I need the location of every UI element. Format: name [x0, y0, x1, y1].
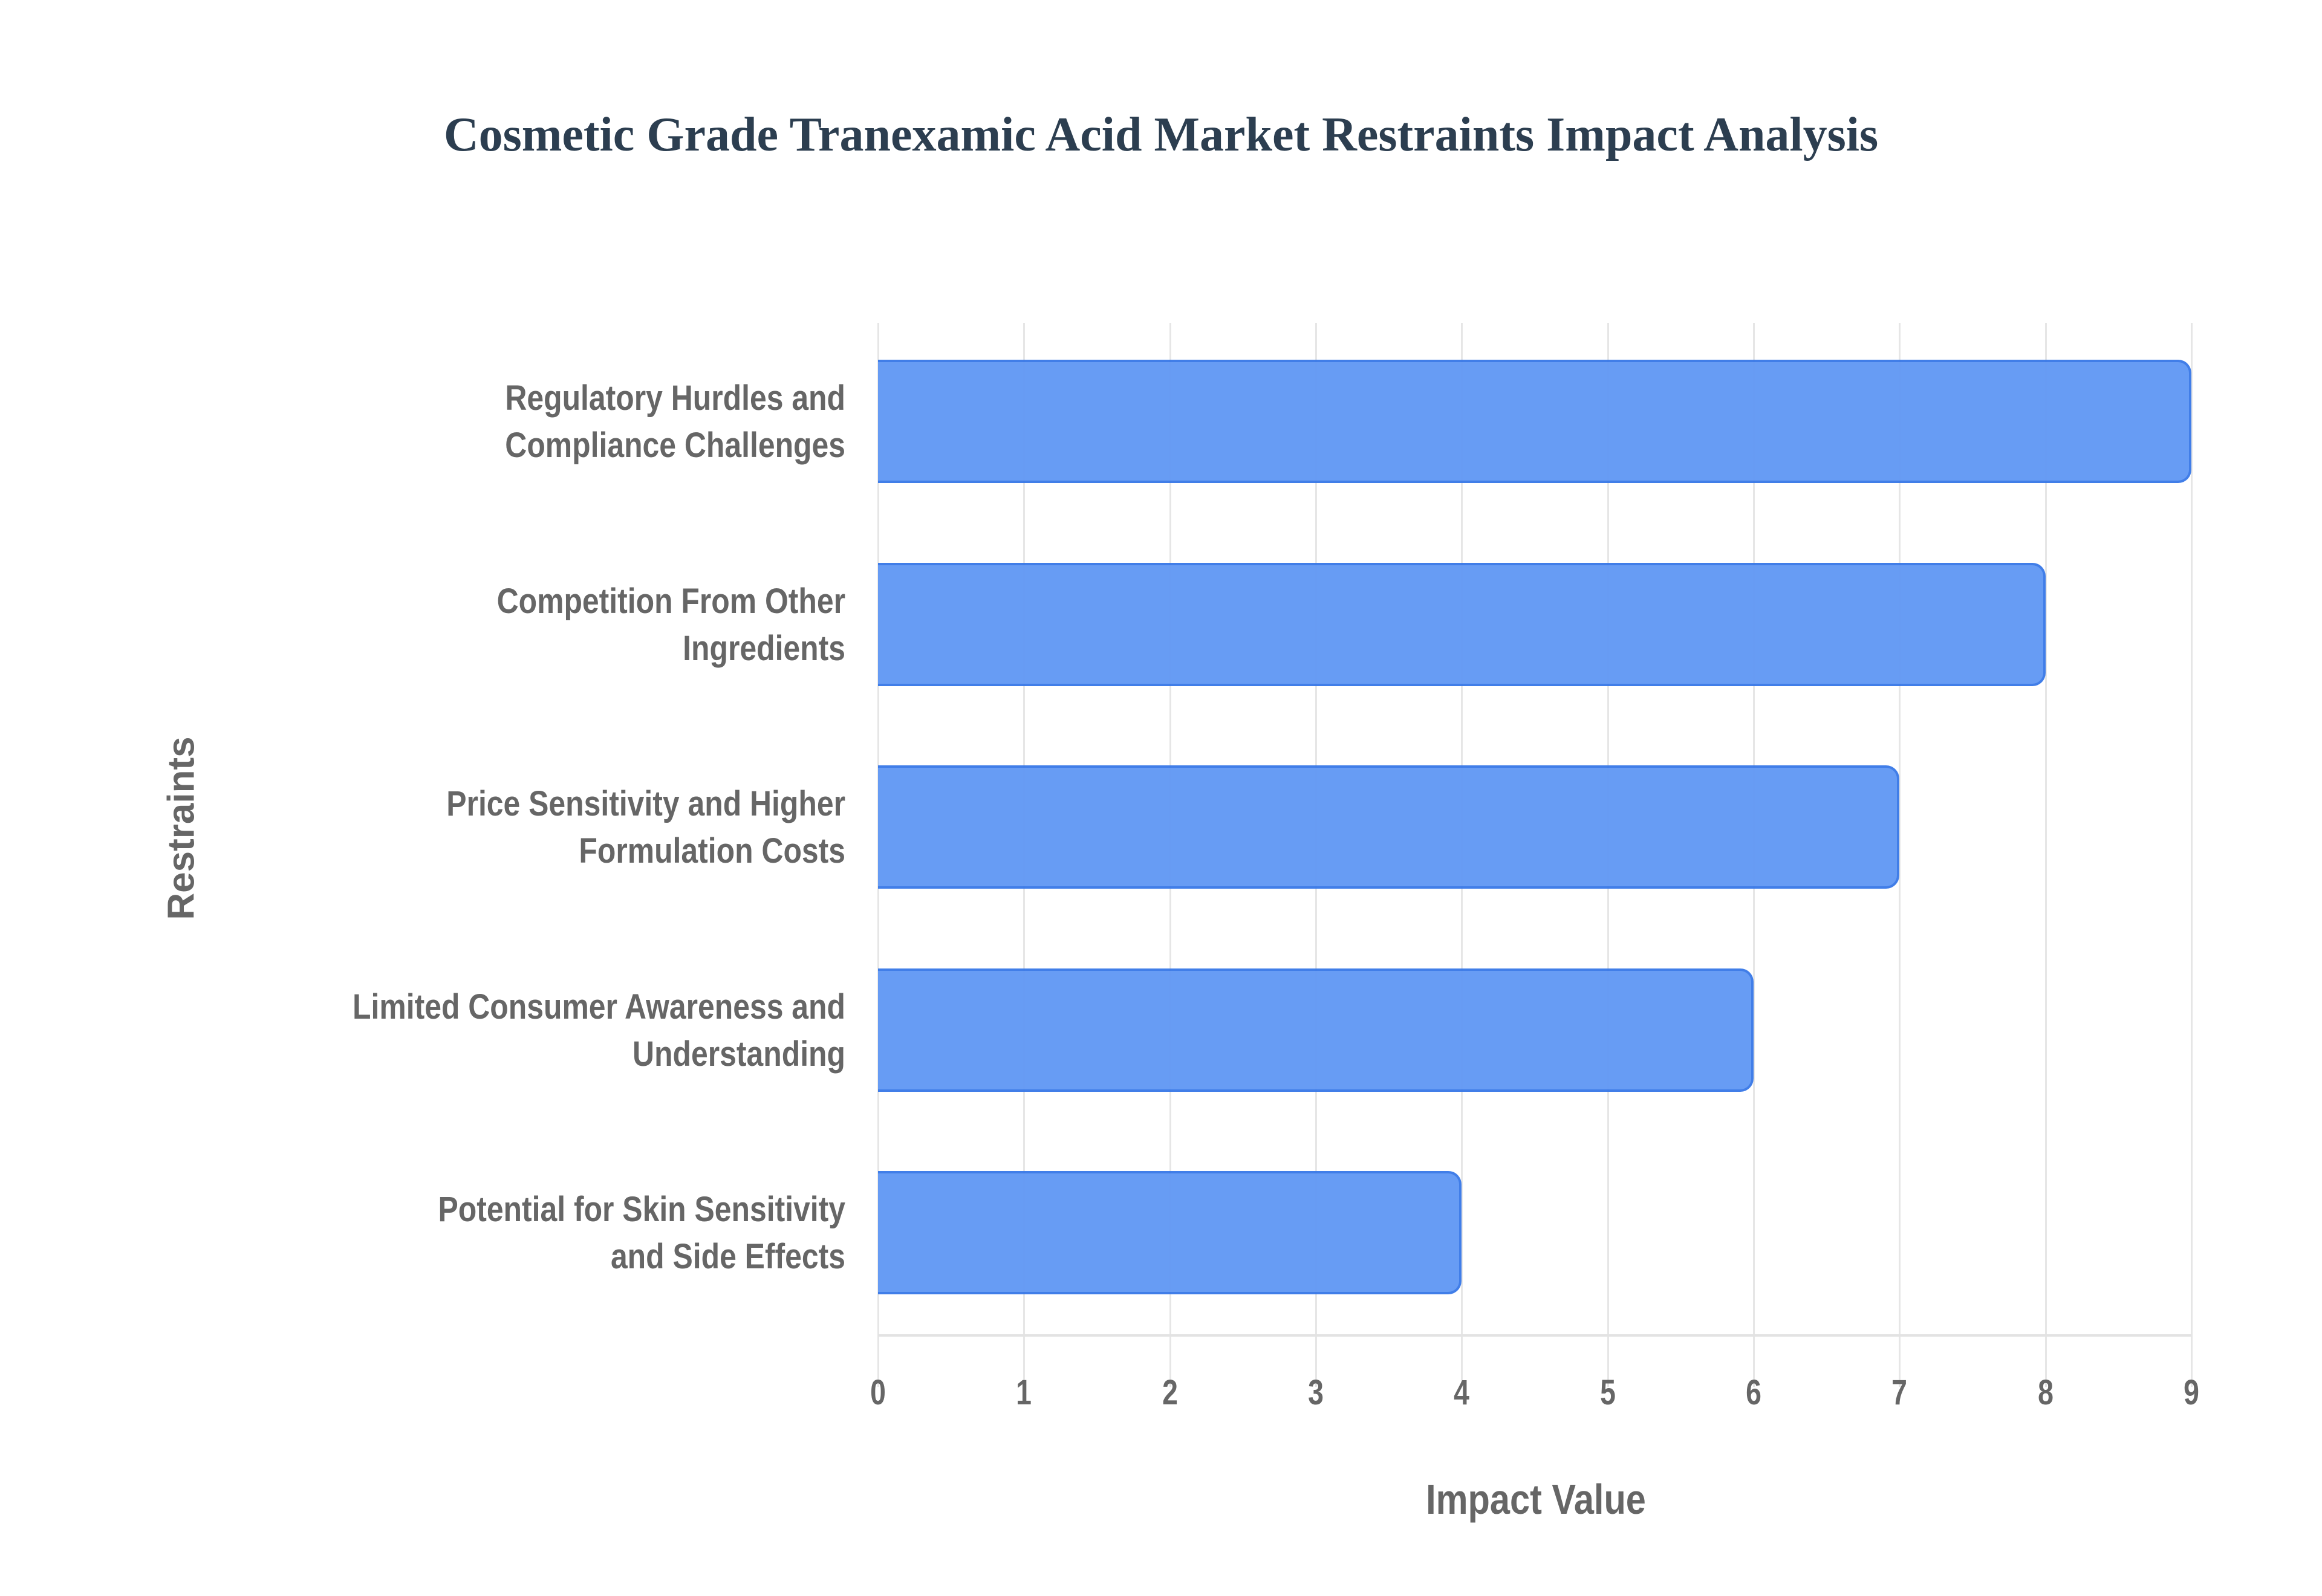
y-tick-label-line: Competition From Other: [496, 582, 845, 621]
y-tick-label-line: Potential for Skin Sensitivity: [438, 1190, 845, 1229]
x-tick-label: 1: [1016, 1373, 1032, 1412]
x-tick-label: 0: [870, 1373, 886, 1412]
y-axis-title: Restraints: [160, 736, 203, 920]
x-axis-line: [878, 1334, 2191, 1337]
bar-price-sensitivity[interactable]: [878, 765, 1900, 889]
y-tick-label-line: Formulation Costs: [579, 831, 845, 871]
y-tick-label: Limited Consumer Awareness and Understan…: [273, 984, 845, 1078]
x-tick-label: 5: [1599, 1373, 1616, 1412]
bar-skin-sensitivity[interactable]: [878, 1171, 1462, 1294]
x-tick-label: 3: [1308, 1373, 1324, 1412]
x-tick-label: 6: [1746, 1373, 1761, 1412]
x-tick-label: 2: [1162, 1373, 1178, 1412]
chart-title: Cosmetic Grade Tranexamic Acid Market Re…: [443, 108, 1879, 161]
y-tick-label: Regulatory Hurdles and Compliance Challe…: [273, 375, 845, 469]
bar-consumer-awareness[interactable]: [878, 968, 1754, 1092]
bar-regulatory-hurdles[interactable]: [878, 360, 2191, 483]
x-tick-label: 4: [1454, 1373, 1470, 1412]
x-tick-label: 9: [2184, 1373, 2199, 1412]
y-tick-label-line: Regulatory Hurdles and: [505, 378, 845, 418]
y-tick-label-line: Limited Consumer Awareness and: [353, 987, 845, 1027]
gridline-9: [2191, 323, 2193, 1387]
y-tick-label-line: Ingredients: [683, 629, 845, 668]
plot-area: [877, 323, 2193, 1387]
gridline-7: [1899, 323, 1901, 1387]
y-tick-label-line: Price Sensitivity and Higher: [446, 784, 845, 823]
y-tick-label: Competition From Other Ingredients: [273, 578, 845, 672]
y-tick-label: Price Sensitivity and Higher Formulation…: [273, 780, 845, 875]
x-axis-title: Impact Value: [1426, 1476, 1646, 1523]
y-tick-label-line: Understanding: [633, 1034, 845, 1074]
x-tick-label: 8: [2037, 1373, 2054, 1412]
y-tick-label: Potential for Skin Sensitivity and Side …: [273, 1186, 845, 1280]
y-tick-label-line: Compliance Challenges: [505, 426, 845, 465]
y-tick-label-line: and Side Effects: [610, 1237, 845, 1276]
bar-competition[interactable]: [878, 563, 2046, 686]
x-tick-label: 7: [1891, 1373, 1908, 1412]
gridline-8: [2044, 323, 2047, 1387]
